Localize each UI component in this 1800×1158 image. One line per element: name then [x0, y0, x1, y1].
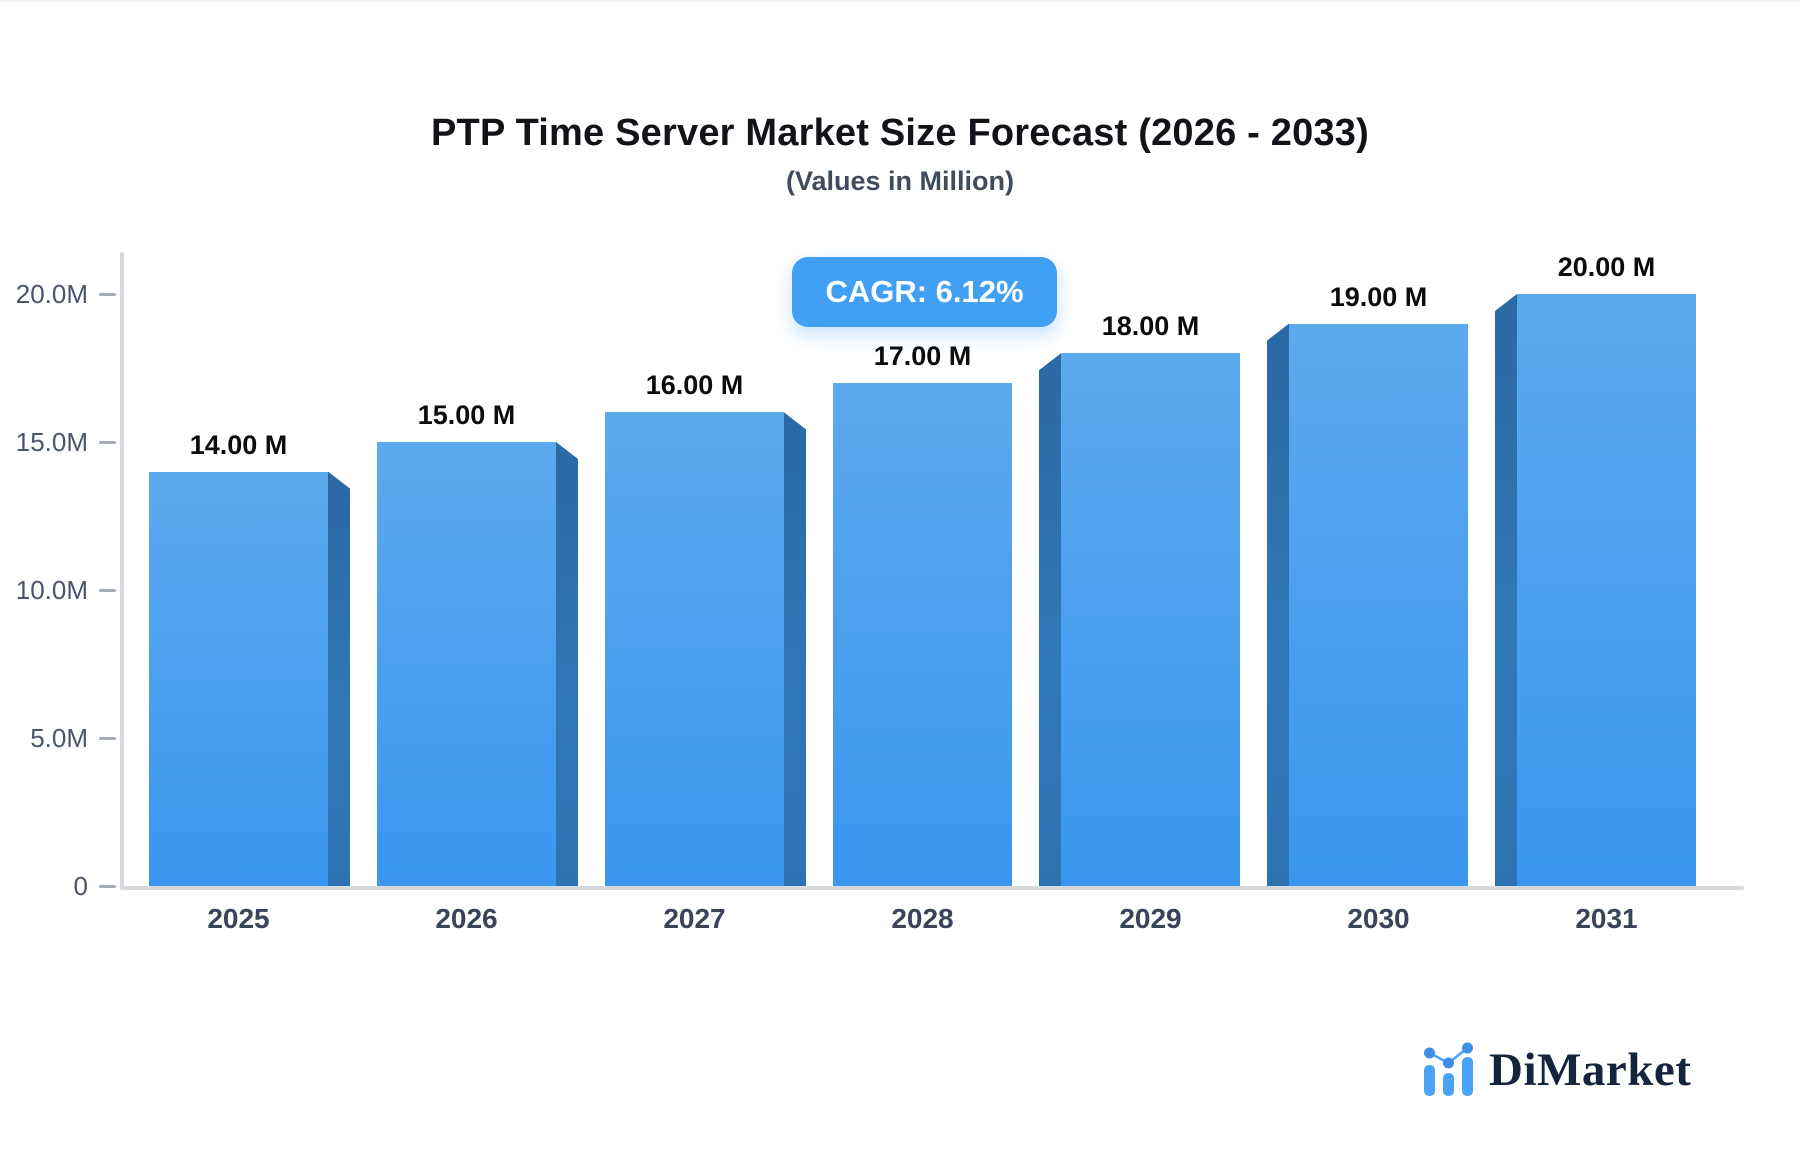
- bar-side-face: [1039, 353, 1061, 886]
- y-axis-line: [120, 252, 124, 888]
- bar-2027[interactable]: 16.00 M: [605, 370, 806, 886]
- x-axis-label: 2027: [663, 903, 726, 934]
- bar-2029[interactable]: 18.00 M: [1039, 311, 1240, 886]
- mini-bar-chart-icon: [1424, 1042, 1473, 1096]
- bar-value-label: 15.00 M: [417, 400, 516, 430]
- y-axis-tick: [99, 884, 116, 888]
- y-axis-label: 20.0M: [15, 279, 88, 309]
- brand-logo-text: DiMarket: [1489, 1044, 1692, 1096]
- cagr-badge: CAGR: 6.12%: [792, 257, 1057, 327]
- y-axis-tick: [99, 440, 116, 444]
- chart-subtitle: (Values in Million): [785, 166, 1015, 196]
- x-axis-label: 2029: [1119, 903, 1182, 934]
- bar-2028[interactable]: 17.00 M: [833, 341, 1012, 886]
- y-axis-tick: [99, 736, 116, 740]
- bar-value-label: 16.00 M: [645, 370, 744, 401]
- y-axis-tick: [99, 588, 116, 592]
- bar-2025[interactable]: 14.00 M: [149, 430, 350, 886]
- y-axis-label: 15.0M: [15, 427, 88, 457]
- y-axis-label: 0: [73, 871, 88, 901]
- bar-side-face: [328, 471, 350, 886]
- chart-header: PTP Time Server Market Size Forecast (20…: [0, 110, 1800, 198]
- bar-side-face: [1267, 323, 1289, 886]
- y-axis-label: 5.0M: [30, 723, 88, 753]
- bar-value-label: 19.00 M: [1329, 281, 1428, 312]
- brand-logo: DiMarket: [1422, 1040, 1691, 1100]
- bar-2031[interactable]: 20.00 M: [1495, 252, 1696, 886]
- x-axis-label: 2030: [1347, 903, 1410, 934]
- bar-side-face: [784, 412, 806, 886]
- chart-title: PTP Time Server Market Size Forecast (20…: [431, 112, 1369, 154]
- y-axis-tick: [99, 292, 116, 296]
- bar-value-label: 17.00 M: [873, 340, 972, 371]
- x-axis-label: 2026: [435, 903, 498, 934]
- x-axis-baseline: [120, 886, 1744, 890]
- x-axis-label: 2031: [1575, 903, 1638, 934]
- bar-2026[interactable]: 15.00 M: [377, 400, 578, 886]
- x-axis-label: 2028: [891, 903, 954, 934]
- bar-side-face: [556, 442, 578, 886]
- bar-value-label: 14.00 M: [189, 429, 288, 460]
- x-axis-label: 2025: [207, 903, 270, 934]
- y-axis-label: 10.0M: [15, 575, 88, 605]
- bar-value-label: 20.00 M: [1557, 252, 1656, 282]
- bar-2030[interactable]: 19.00 M: [1267, 282, 1468, 886]
- bar-value-label: 18.00 M: [1101, 311, 1200, 342]
- bar-side-face: [1495, 294, 1517, 886]
